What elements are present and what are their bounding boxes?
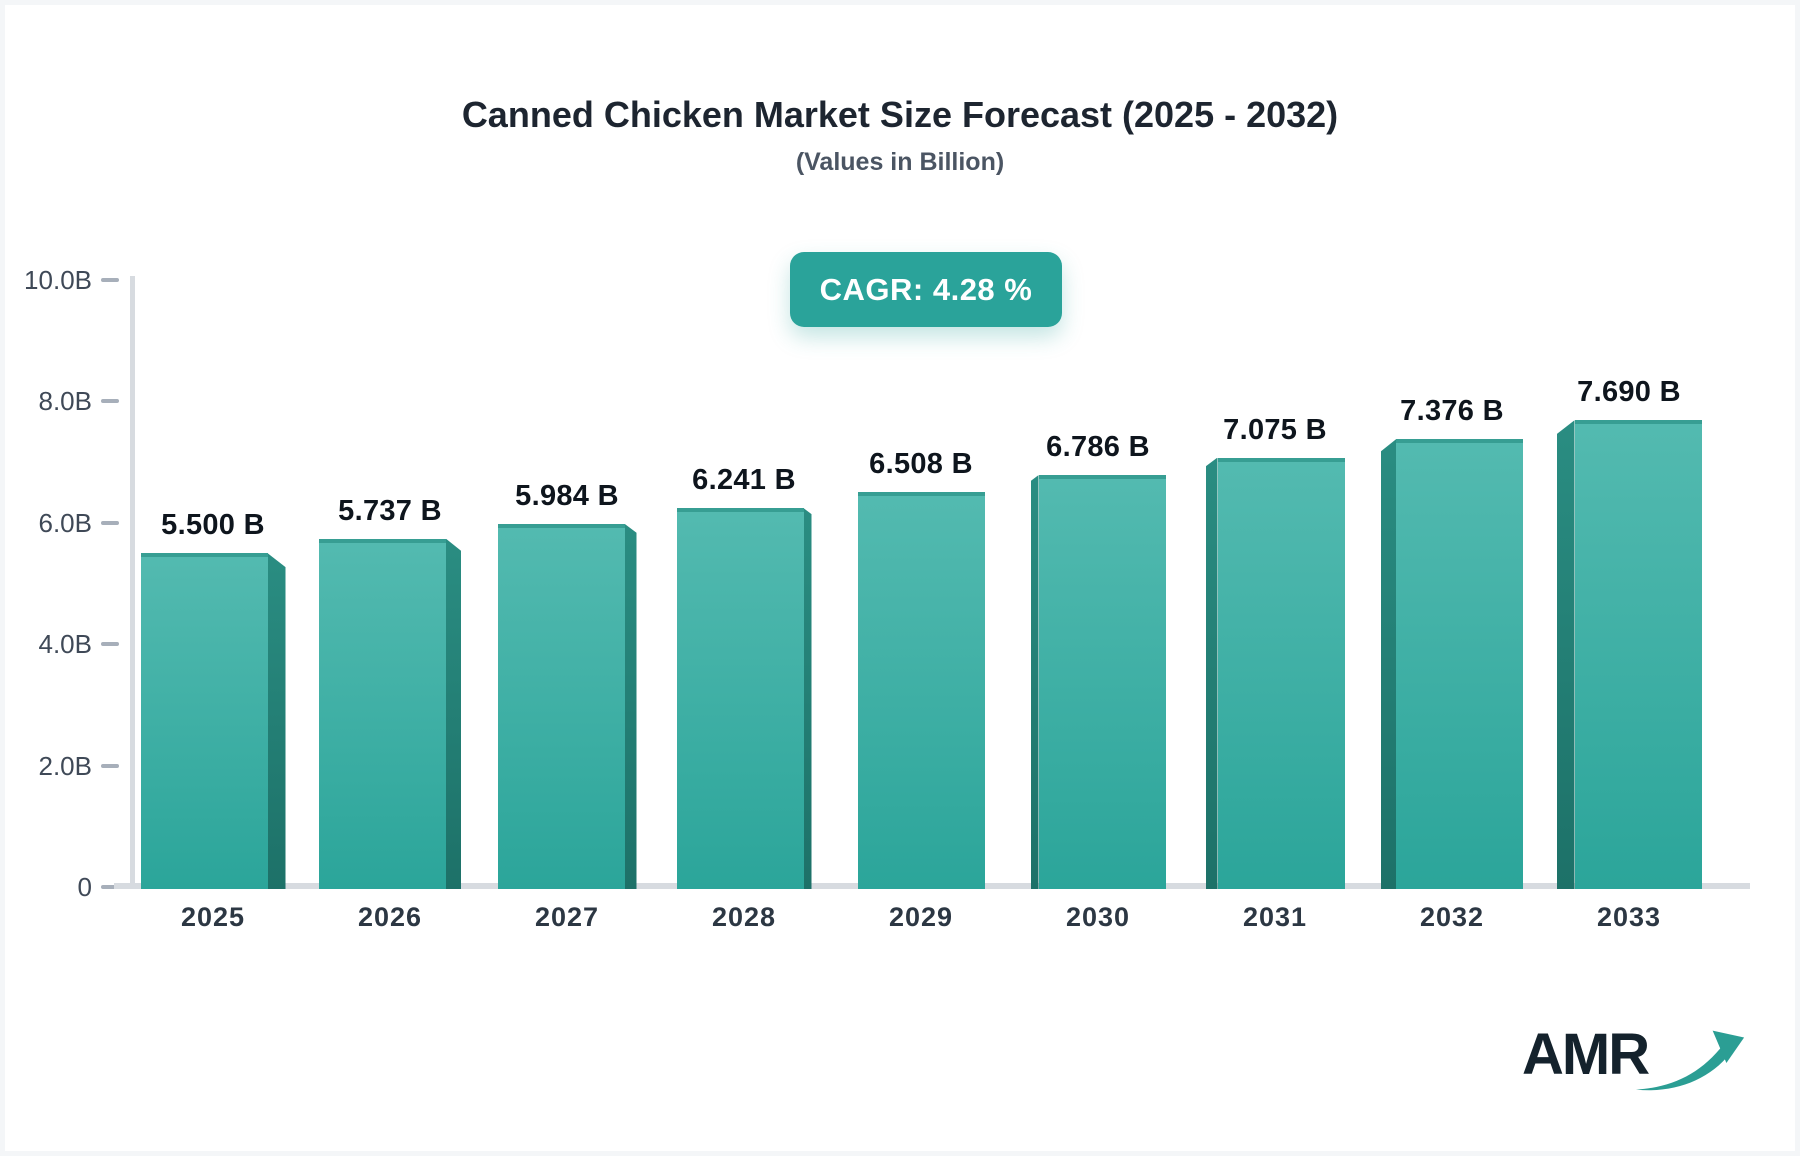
bar-face — [676, 508, 804, 889]
bar-side — [1381, 439, 1396, 889]
value-label: 5.500 B — [161, 509, 265, 542]
y-tick-label: 6.0B — [38, 507, 93, 538]
bar-face — [497, 523, 625, 889]
bar-face — [140, 553, 268, 889]
bar-side — [1556, 420, 1575, 889]
value-label: 7.376 B — [1400, 395, 1504, 428]
x-tick-label: 2030 — [1065, 902, 1131, 932]
value-label: 6.508 B — [869, 447, 973, 480]
bar-face — [1396, 439, 1523, 889]
bar-side — [267, 553, 286, 889]
y-tick-mark — [101, 642, 119, 647]
cagr-badge-label: CAGR: 4.28 % — [819, 271, 1033, 307]
amr-logo: AMR — [1522, 1026, 1750, 1105]
y-tick-mark — [101, 278, 119, 282]
value-label: 5.984 B — [515, 479, 619, 512]
y-tick-mark — [101, 520, 119, 525]
x-tick-label: 2025 — [180, 902, 246, 932]
y-tick-label: 2.0B — [38, 750, 93, 781]
x-tick-label: 2033 — [1596, 902, 1662, 932]
x-tick-label: 2026 — [357, 902, 423, 932]
y-tick-mark — [101, 885, 119, 889]
bar-face — [1038, 475, 1166, 889]
y-tick-label: 10.0B — [24, 265, 92, 295]
x-tick-label: 2029 — [888, 902, 954, 932]
bar-side — [624, 523, 637, 889]
y-tick-label: 8.0B — [38, 386, 93, 417]
value-label: 6.241 B — [692, 464, 796, 497]
bar-face — [1574, 420, 1702, 889]
chart-title: Canned Chicken Market Size Forecast (202… — [461, 94, 1339, 135]
cagr-badge: CAGR: 4.28 % — [790, 252, 1062, 327]
y-axis-line — [130, 276, 135, 888]
value-label: 6.786 B — [1046, 431, 1150, 464]
chart-subtitle: (Values in Billion) — [795, 148, 1005, 176]
bar-side — [446, 538, 461, 889]
bar-side — [1030, 475, 1039, 889]
bar-side — [803, 508, 812, 889]
bar-side — [1205, 457, 1218, 889]
y-tick-mark — [101, 763, 119, 768]
x-tick-label: 2027 — [534, 902, 600, 932]
x-tick-label: 2031 — [1242, 902, 1308, 932]
bar-face — [319, 538, 446, 889]
amr-logo-text: AMR — [1522, 1022, 1650, 1087]
y-tick-label: 0 — [77, 872, 92, 902]
value-label: 5.737 B — [338, 494, 442, 527]
x-tick-label: 2028 — [711, 902, 777, 932]
value-label: 7.075 B — [1223, 413, 1327, 446]
value-label: 7.690 B — [1577, 376, 1681, 409]
y-tick-mark — [101, 399, 119, 404]
bar-face — [857, 491, 985, 889]
x-tick-label: 2032 — [1419, 902, 1485, 932]
y-tick-label: 4.0B — [38, 629, 93, 660]
growth-arrow-icon — [1632, 1028, 1750, 1105]
bar-face — [1217, 457, 1345, 889]
